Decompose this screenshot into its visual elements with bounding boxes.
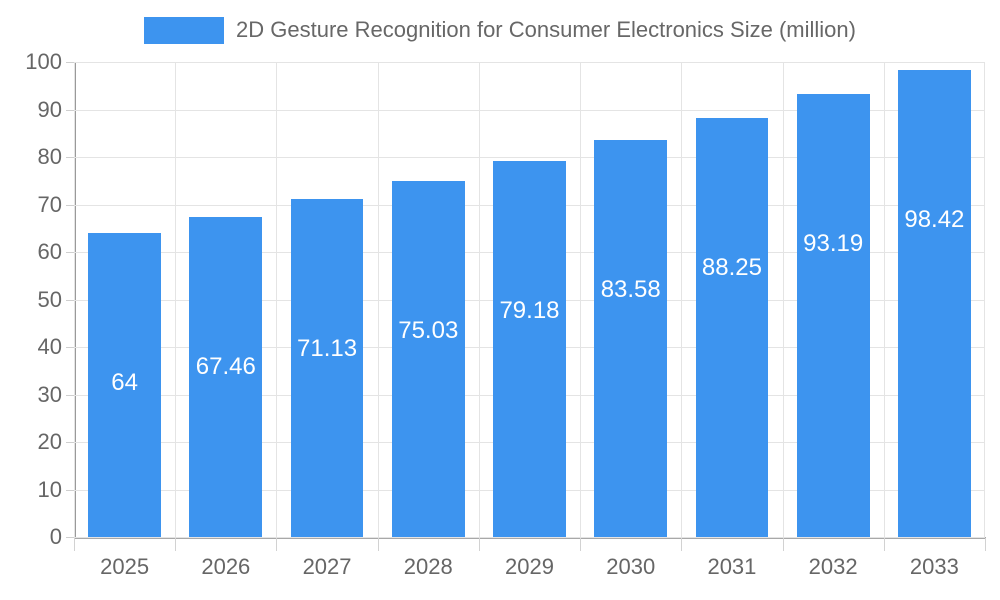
bar[interactable]	[695, 117, 769, 537]
x-axis-tick-label: 2032	[808, 554, 858, 579]
gridline-vertical	[681, 62, 683, 537]
y-axis-tick-mark	[66, 347, 74, 348]
x-axis-tick-mark	[377, 538, 379, 551]
y-axis-tick-label: 40	[37, 334, 62, 359]
y-axis-tick-mark	[66, 252, 74, 253]
y-axis-tick-mark	[66, 299, 74, 301]
x-axis-tick-mark	[175, 538, 177, 551]
gridline-horizontal	[74, 537, 985, 538]
gridline-horizontal	[74, 157, 985, 158]
x-axis-tick-label: 2033	[909, 554, 959, 579]
gridline-horizontal	[74, 109, 985, 111]
x-axis-tick-mark	[478, 538, 480, 551]
x-axis-tick-label: 2031	[707, 554, 757, 579]
gridline-vertical	[478, 62, 480, 537]
y-axis-tick-label: 60	[37, 239, 62, 264]
x-axis-tick-mark	[276, 538, 278, 551]
y-axis-tick-label: 0	[49, 524, 62, 549]
y-axis-tick-mark	[66, 537, 74, 538]
y-axis-tick-label: 100	[25, 49, 62, 74]
x-axis-tick-mark	[883, 538, 885, 551]
x-axis-tick-label: 2026	[201, 554, 251, 579]
y-axis-tick-mark	[66, 204, 74, 206]
x-axis-tick-label: 2025	[100, 554, 150, 579]
y-axis-tick-label: 10	[37, 476, 62, 502]
gridline-horizontal	[74, 62, 985, 63]
y-axis-tick-label: 90	[37, 96, 62, 122]
x-axis-tick-mark	[580, 538, 582, 551]
y-axis-tick-label: 70	[37, 191, 62, 217]
y-axis-tick-mark	[66, 442, 74, 443]
x-axis-tick-label: 2027	[302, 554, 352, 579]
x-axis-tick-mark	[681, 538, 683, 551]
x-axis-tick-label: 2030	[606, 554, 656, 579]
x-axis-tick-label: 2029	[505, 554, 554, 579]
gridline-vertical	[175, 62, 177, 537]
gridline-vertical	[984, 62, 985, 537]
y-axis-tick-mark	[66, 109, 74, 111]
y-axis-tick-label: 30	[37, 381, 62, 407]
x-axis-tick-mark	[782, 538, 784, 551]
bar[interactable]	[493, 160, 566, 537]
gridline-vertical	[377, 62, 379, 537]
y-axis-tick-label: 20	[37, 429, 62, 454]
bar[interactable]	[290, 199, 364, 537]
bar[interactable]	[391, 180, 465, 537]
y-axis-tick-label: 50	[37, 286, 62, 312]
legend-color-swatch[interactable]	[144, 16, 225, 44]
bar[interactable]	[796, 94, 870, 537]
bar[interactable]	[189, 216, 263, 537]
y-axis-tick-mark	[66, 489, 74, 491]
chart-legend: 2D Gesture Recognition for Consumer Elec…	[0, 12, 1000, 48]
bar[interactable]	[88, 233, 162, 537]
bar[interactable]	[594, 139, 668, 537]
x-axis-tick-mark	[985, 538, 986, 551]
gridline-vertical	[276, 62, 278, 537]
y-axis-tick-mark	[66, 394, 74, 396]
y-axis-tick-mark	[66, 157, 74, 158]
gridline-vertical	[883, 62, 885, 537]
y-axis-tick-label: 80	[37, 144, 62, 169]
x-axis-tick-mark	[74, 538, 75, 551]
legend-series-label[interactable]: 2D Gesture Recognition for Consumer Elec…	[236, 17, 856, 42]
gridline-vertical	[580, 62, 582, 537]
x-axis-tick-label: 2028	[403, 554, 453, 579]
y-axis-tick-mark	[66, 62, 74, 63]
gridline-vertical	[782, 62, 784, 537]
gridline-vertical	[74, 62, 75, 537]
bar[interactable]	[897, 69, 971, 537]
